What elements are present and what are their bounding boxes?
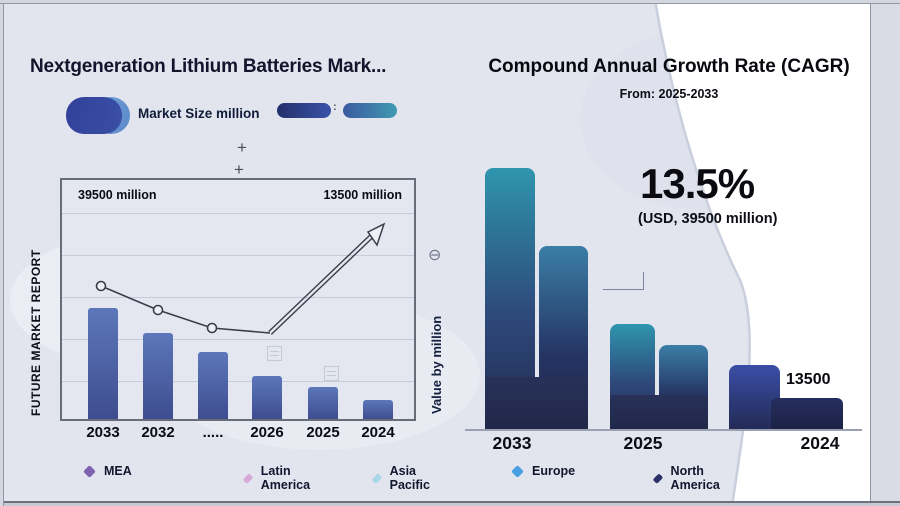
frame-bottom [0,501,900,506]
market-size-bar [88,308,118,419]
x-axis-label: ..... [202,424,224,441]
x-axis-label: 2024 [361,424,395,441]
zoom-in-icon-secondary[interactable]: + [234,160,244,179]
cagr-x-axis-label: 2025 [623,433,663,453]
frame-right [870,0,900,506]
market-size-bar [308,387,338,419]
legend-item-label: Latin America [260,464,311,492]
market-size-bar [252,376,282,419]
legend-marker-icon [371,472,382,484]
legend-item: Asia Pacific [371,464,433,492]
legend-marker-icon [652,472,663,484]
market-size-bar [198,352,228,419]
gridline [62,255,414,256]
cagr-bar-merge [485,377,588,429]
ratio-pill-start [277,103,331,118]
gridline [62,297,414,298]
legend-item-label: North America [670,464,720,492]
x-axis-label: 2026 [250,424,284,441]
cagr-title: Compound Annual Growth Rate (CAGR) [488,56,850,77]
bar-value-callout: 13500 [786,371,831,388]
legend-item: Europe [511,464,576,478]
value-axis-label: Value by million [429,315,444,414]
market-size-bar [363,400,393,419]
ghost-doc-icon [324,366,339,381]
cagr-x-axis-label: 2033 [492,433,532,453]
cagr-bar-front [771,398,843,429]
annotation-start-value: 39500 million [78,188,157,202]
zoom-in-icon[interactable]: + [237,138,247,157]
market-size-chart-panel: 39500 million 13500 million [60,178,416,421]
legend-item-label: MEA [104,464,132,478]
legend-item: North America [652,464,723,492]
gridline [62,381,414,382]
ghost-doc-icon [267,346,282,361]
market-size-cylinder-icon-body [66,97,122,134]
frame-left [0,0,4,506]
ratio-pill-end [343,103,397,118]
cagr-subtitle: From: 2025-2033 [619,87,719,101]
watermark-future-market-report: FUTURE MARKET REPORT [29,249,43,416]
bracket-shape [603,272,644,290]
legend-item: MEA [83,464,132,478]
legend-item: Latin America [242,464,313,492]
cagr-value: 13.5% [640,160,755,207]
zoom-out-icon[interactable]: ⊖ [428,247,442,264]
cagr-baseline [465,429,862,431]
x-axis-label: 2025 [306,424,340,441]
legend-marker-icon [511,464,524,478]
x-axis-label: 2032 [141,424,175,441]
gridline [62,213,414,214]
cagr-x-axis-label: 2024 [800,433,840,453]
ratio-separator: : [333,101,337,113]
frame-top [0,0,900,4]
gridline [62,339,414,340]
trend-line-arrow [95,222,386,335]
annotation-end-value: 13500 million [323,188,402,202]
legend-item-label: Asia Pacific [389,464,430,492]
cagr-basis: (USD, 39500 million) [638,211,778,227]
market-size-bar [143,333,173,419]
market-size-legend-label: Market Size million [138,106,260,121]
page-title: Nextgeneration Lithium Batteries Mark... [30,56,387,77]
x-axis-label: 2033 [86,424,120,441]
legend-item-label: Europe [532,464,576,478]
legend-marker-icon [242,472,254,484]
legend-marker-icon [83,464,96,478]
cagr-bar-merge [610,395,708,429]
